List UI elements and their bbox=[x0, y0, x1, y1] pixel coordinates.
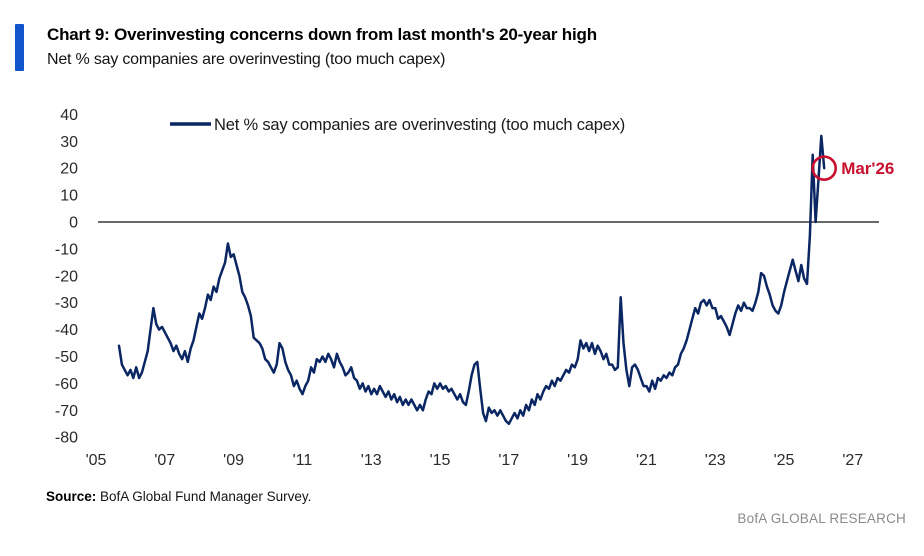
x-tick-label: '25 bbox=[774, 452, 795, 469]
y-tick-label: -80 bbox=[55, 430, 78, 447]
source-label: Source: bbox=[46, 489, 97, 504]
x-axis-labels: '05 '07 '09 '11 '13 '15 '17 '19 '21 '23 '25 '27 bbox=[86, 452, 864, 469]
annotation-circle bbox=[811, 155, 838, 181]
x-tick-label: '09 bbox=[223, 452, 244, 469]
y-tick-label: 40 bbox=[60, 107, 78, 124]
x-tick-label: '19 bbox=[567, 452, 588, 469]
y-tick-label: -10 bbox=[55, 241, 78, 258]
source-line: Source: BofA Global Fund Manager Survey. bbox=[46, 489, 311, 504]
x-tick-label: '15 bbox=[430, 452, 451, 469]
y-tick-label: 0 bbox=[69, 215, 78, 232]
y-tick-label: -40 bbox=[55, 322, 78, 339]
x-tick-label: '27 bbox=[842, 452, 863, 469]
annotation-label: Mar'26 bbox=[841, 159, 894, 178]
y-tick-label: -60 bbox=[55, 376, 78, 393]
line-chart: 40 30 20 10 0 -10 -20 -30 -40 -50 -60 -70 -80 '05 '07… bbox=[55, 107, 895, 469]
y-tick-label: -20 bbox=[55, 268, 78, 285]
x-tick-label: '21 bbox=[636, 452, 657, 469]
x-tick-label: '17 bbox=[498, 452, 519, 469]
y-tick-label: -30 bbox=[55, 295, 78, 312]
y-axis-labels: 40 30 20 10 0 -10 -20 -30 -40 -50 -60 -70 -80 bbox=[55, 107, 78, 447]
y-tick-label: 30 bbox=[60, 134, 78, 151]
x-tick-label: '23 bbox=[705, 452, 726, 469]
x-tick-label: '07 bbox=[154, 452, 175, 469]
data-line bbox=[117, 134, 826, 426]
y-tick-label: 10 bbox=[60, 188, 78, 205]
y-tick-label: -50 bbox=[55, 349, 78, 366]
chart-header: Chart 9: Overinvesting concerns down fro… bbox=[15, 24, 597, 71]
x-tick-label: '05 bbox=[86, 452, 107, 469]
title-block: Chart 9: Overinvesting concerns down fro… bbox=[47, 24, 597, 71]
chart-subtitle: Net % say companies are overinvesting (t… bbox=[47, 50, 446, 68]
title-accent-bar bbox=[15, 24, 24, 71]
y-tick-label: -70 bbox=[55, 403, 78, 420]
y-tick-label: 20 bbox=[60, 161, 78, 178]
x-tick-label: '11 bbox=[293, 452, 313, 469]
brand-line: BofA GLOBAL RESEARCH bbox=[737, 511, 906, 526]
x-tick-label: '13 bbox=[361, 452, 382, 469]
chart-title: Chart 9: Overinvesting concerns down fro… bbox=[47, 25, 597, 44]
source-text: BofA Global Fund Manager Survey. bbox=[96, 489, 312, 504]
legend-label: Net % say companies are overinvesting (t… bbox=[214, 116, 625, 134]
